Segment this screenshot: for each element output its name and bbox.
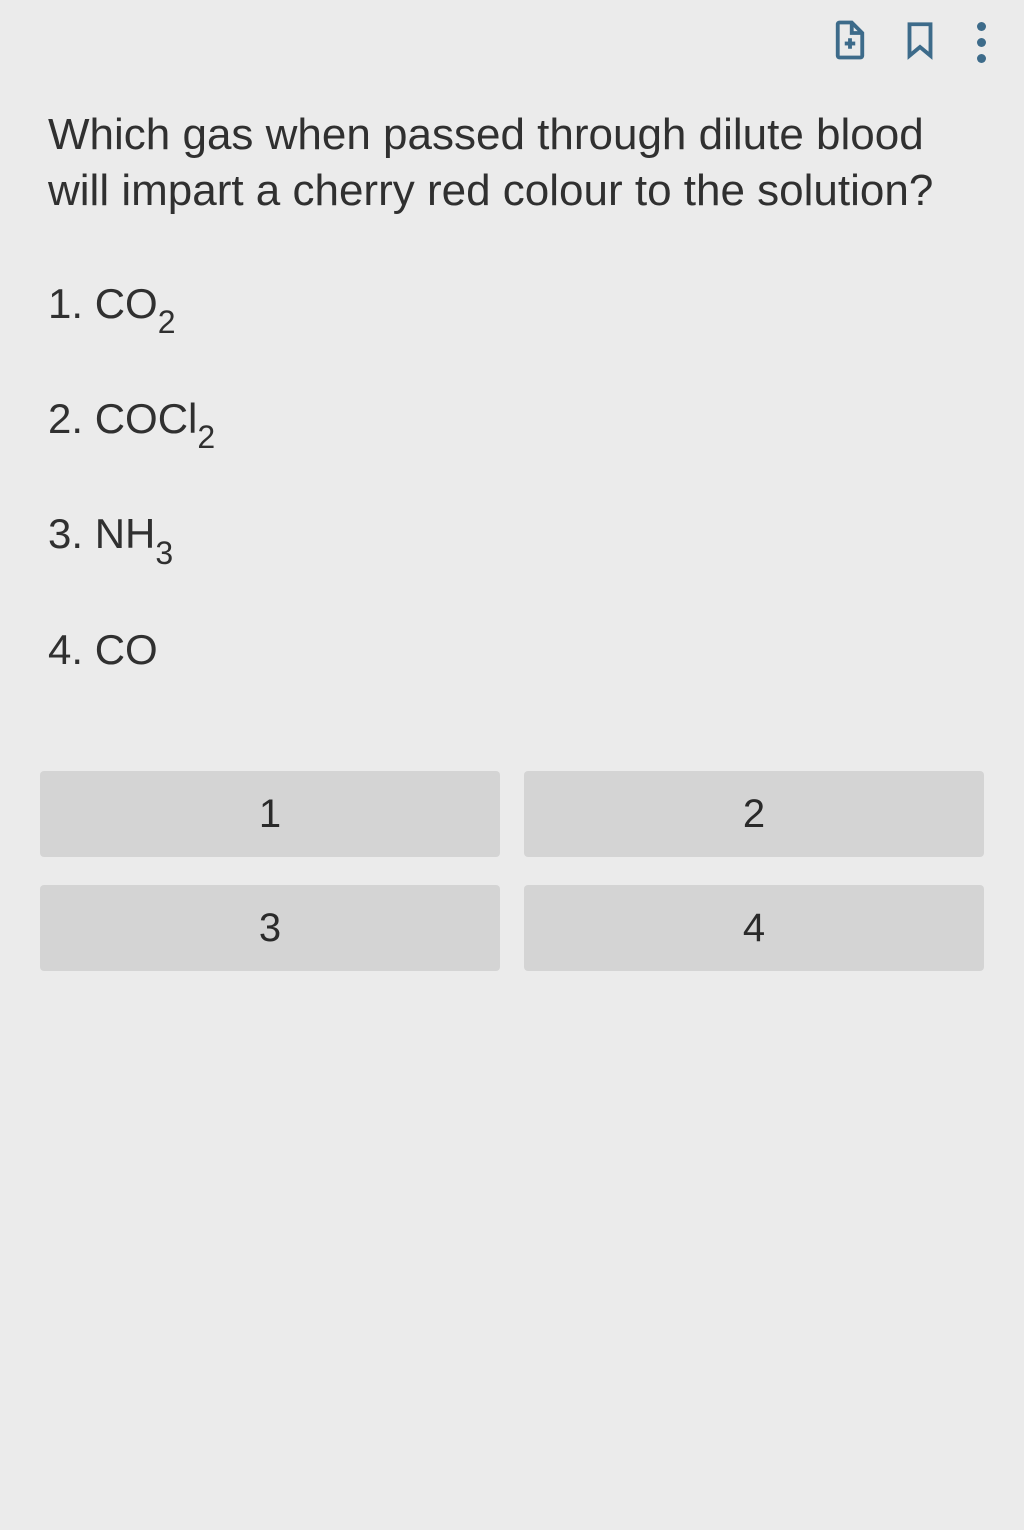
option-1: 1. CO2 (48, 280, 976, 335)
options-list: 1. CO2 2. COCl2 3. NH3 4. CO (48, 280, 976, 682)
question-text: Which gas when passed through dilute blo… (48, 107, 976, 220)
bookmark-icon[interactable] (899, 19, 941, 66)
answer-button-2[interactable]: 2 (524, 771, 984, 857)
option-formula-sub: 2 (158, 304, 176, 340)
option-number: 2. (48, 395, 83, 442)
answer-button-3[interactable]: 3 (40, 885, 500, 971)
option-4: 4. CO (48, 626, 976, 681)
option-3: 3. NH3 (48, 510, 976, 565)
option-formula-base: CO (95, 626, 158, 673)
option-formula-base: COCl (95, 395, 198, 442)
toolbar (0, 0, 1024, 77)
option-2: 2. COCl2 (48, 395, 976, 450)
more-icon[interactable] (969, 18, 994, 67)
add-file-icon[interactable] (829, 19, 871, 66)
answer-buttons-grid: 1 2 3 4 (0, 771, 1024, 971)
answer-button-4[interactable]: 4 (524, 885, 984, 971)
option-number: 3. (48, 510, 83, 557)
option-number: 4. (48, 626, 83, 673)
option-formula-sub: 3 (155, 535, 173, 571)
option-number: 1. (48, 280, 83, 327)
question-content: Which gas when passed through dilute blo… (0, 77, 1024, 681)
answer-button-1[interactable]: 1 (40, 771, 500, 857)
option-formula-base: NH (95, 510, 156, 557)
option-formula-sub: 2 (197, 419, 215, 455)
option-formula-base: CO (95, 280, 158, 327)
